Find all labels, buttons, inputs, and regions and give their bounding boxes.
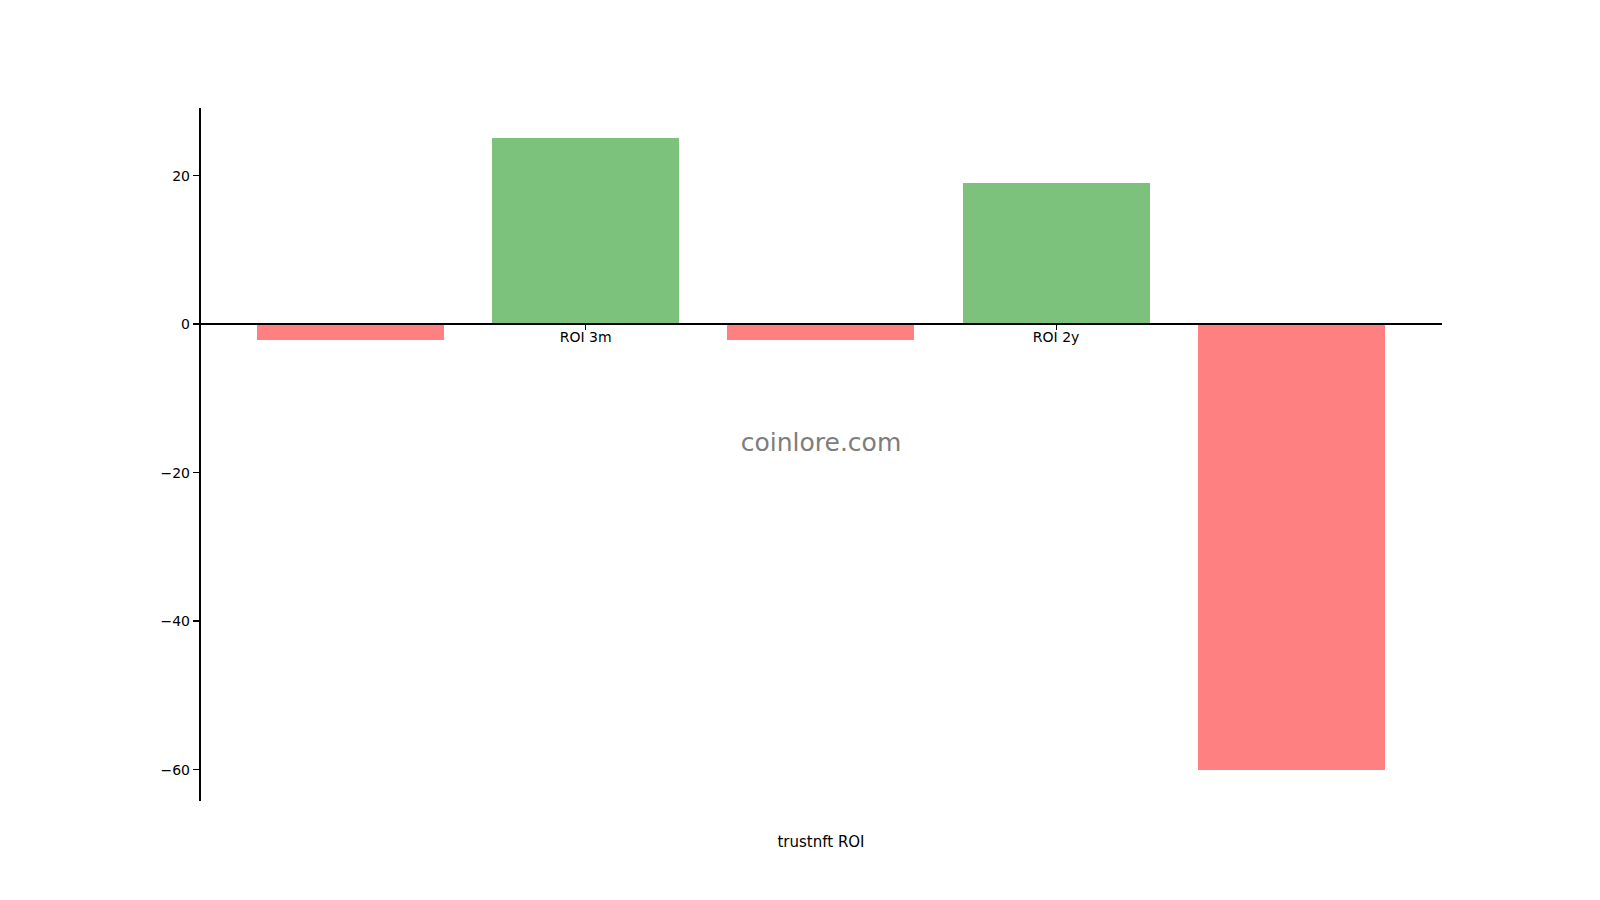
y-tick-mark (193, 769, 200, 770)
x-axis-zero-line (199, 323, 1442, 324)
y-tick-label: −40 (100, 612, 190, 630)
bar (492, 138, 679, 324)
y-tick-mark (193, 472, 200, 473)
x-axis-title: trustnft ROI (0, 833, 1600, 851)
y-tick-label: −60 (100, 761, 190, 779)
bar (257, 324, 444, 340)
bar (963, 183, 1150, 324)
y-tick-mark (193, 323, 200, 324)
roi-bar-chart: 20 0 −20 −40 −60 ROI 3m ROI 2y coinlore.com tr… (0, 0, 1600, 900)
watermark: coinlore.com (0, 428, 1600, 457)
y-tick-label: 0 (100, 315, 190, 333)
bar (727, 324, 914, 340)
x-tick-label: ROI 3m (516, 328, 656, 346)
bar (1198, 324, 1385, 770)
x-tick-label: ROI 2y (986, 328, 1126, 346)
y-tick-label: −20 (100, 464, 190, 482)
y-tick-label: 20 (100, 167, 190, 185)
y-tick-mark (193, 175, 200, 176)
y-tick-mark (193, 620, 200, 621)
